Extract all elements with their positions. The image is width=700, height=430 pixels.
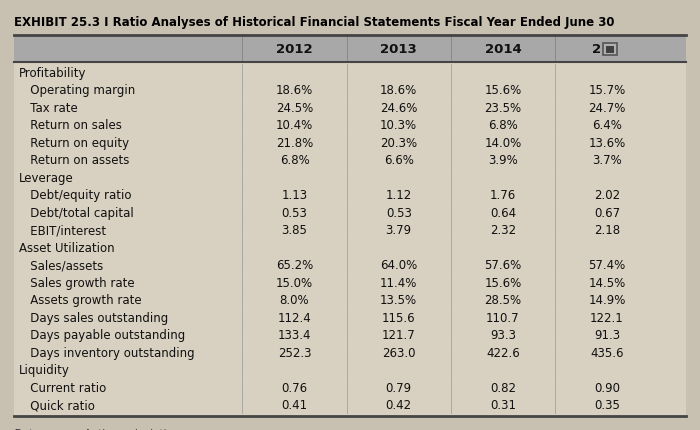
Text: Days sales outstanding: Days sales outstanding [19, 311, 168, 324]
Text: 0.64: 0.64 [490, 206, 516, 219]
Bar [14, 63, 686, 416]
Text: 18.6%: 18.6% [380, 84, 417, 97]
Text: 422.6: 422.6 [486, 346, 520, 359]
Text: 24.7%: 24.7% [589, 101, 626, 114]
Text: 0.35: 0.35 [594, 398, 620, 411]
Text: 10.3%: 10.3% [380, 119, 417, 132]
Text: 110.7: 110.7 [486, 311, 519, 324]
Text: Asset Utilization: Asset Utilization [19, 241, 115, 254]
Text: 15.6%: 15.6% [484, 276, 522, 289]
Text: 1.76: 1.76 [490, 189, 516, 202]
Text: 133.4: 133.4 [278, 329, 312, 341]
Text: 6.4%: 6.4% [592, 119, 622, 132]
Text: 122.1: 122.1 [590, 311, 624, 324]
Bar [14, 36, 686, 63]
Text: 0.42: 0.42 [386, 398, 412, 411]
Text: Operating margin: Operating margin [19, 84, 135, 97]
Text: Quick ratio: Quick ratio [19, 398, 95, 411]
Bar [603, 43, 617, 55]
Text: 0.82: 0.82 [490, 381, 516, 394]
Text: 435.6: 435.6 [590, 346, 624, 359]
Text: 57.6%: 57.6% [484, 258, 522, 271]
Text: Liquidity: Liquidity [19, 363, 70, 376]
Text: 13.5%: 13.5% [380, 293, 417, 307]
Text: Days inventory outstanding: Days inventory outstanding [19, 346, 195, 359]
Text: 24.6%: 24.6% [380, 101, 417, 114]
Text: 0.67: 0.67 [594, 206, 620, 219]
Text: 6.8%: 6.8% [488, 119, 518, 132]
Text: Return on assets: Return on assets [19, 154, 130, 167]
Text: 2012: 2012 [276, 43, 313, 56]
Text: 2: 2 [592, 43, 601, 56]
Text: EBIT/interest: EBIT/interest [19, 224, 106, 236]
Text: 263.0: 263.0 [382, 346, 416, 359]
Text: 0.31: 0.31 [490, 398, 516, 411]
Text: 20.3%: 20.3% [380, 136, 417, 149]
Text: 3.85: 3.85 [281, 224, 307, 236]
Text: 8.0%: 8.0% [280, 293, 309, 307]
Text: 0.53: 0.53 [281, 206, 307, 219]
Text: Days payable outstanding: Days payable outstanding [19, 329, 186, 341]
Text: 2013: 2013 [380, 43, 417, 56]
Text: 15.0%: 15.0% [276, 276, 313, 289]
Text: 2.32: 2.32 [490, 224, 516, 236]
Text: 65.2%: 65.2% [276, 258, 313, 271]
Text: 24.5%: 24.5% [276, 101, 313, 114]
Text: 3.79: 3.79 [386, 224, 412, 236]
Text: 2.18: 2.18 [594, 224, 620, 236]
Text: Return on sales: Return on sales [19, 119, 122, 132]
Text: Profitability: Profitability [19, 67, 87, 80]
Text: 3.9%: 3.9% [488, 154, 518, 167]
Text: 0.90: 0.90 [594, 381, 620, 394]
Text: Data source: Author calculations.: Data source: Author calculations. [14, 428, 188, 430]
Bar [606, 46, 614, 53]
Text: 11.4%: 11.4% [380, 276, 417, 289]
Text: 14.9%: 14.9% [589, 293, 626, 307]
Text: 121.7: 121.7 [382, 329, 416, 341]
Text: Sales growth rate: Sales growth rate [19, 276, 134, 289]
Text: 57.4%: 57.4% [589, 258, 626, 271]
Text: 3.7%: 3.7% [592, 154, 622, 167]
Text: 252.3: 252.3 [278, 346, 312, 359]
Text: Return on equity: Return on equity [19, 136, 129, 149]
Text: 2014: 2014 [484, 43, 522, 56]
Text: 0.41: 0.41 [281, 398, 307, 411]
Text: 10.4%: 10.4% [276, 119, 313, 132]
Text: Debt/total capital: Debt/total capital [19, 206, 134, 219]
Text: 2.02: 2.02 [594, 189, 620, 202]
Text: 21.8%: 21.8% [276, 136, 313, 149]
Text: Assets growth rate: Assets growth rate [19, 293, 141, 307]
Text: Sales/assets: Sales/assets [19, 258, 104, 271]
Text: 115.6: 115.6 [382, 311, 416, 324]
Text: Leverage: Leverage [19, 171, 74, 184]
Text: 64.0%: 64.0% [380, 258, 417, 271]
Text: 14.5%: 14.5% [589, 276, 626, 289]
Text: 14.0%: 14.0% [484, 136, 522, 149]
Text: 1.12: 1.12 [386, 189, 412, 202]
Text: 15.6%: 15.6% [484, 84, 522, 97]
Text: 0.76: 0.76 [281, 381, 307, 394]
Text: 6.8%: 6.8% [280, 154, 309, 167]
Text: EXHIBIT 25.3 I Ratio Analyses of Historical Financial Statements Fiscal Year End: EXHIBIT 25.3 I Ratio Analyses of Histori… [14, 16, 615, 29]
Text: 112.4: 112.4 [278, 311, 312, 324]
Text: 15.7%: 15.7% [589, 84, 626, 97]
Text: 18.6%: 18.6% [276, 84, 313, 97]
Text: 6.6%: 6.6% [384, 154, 414, 167]
Text: Tax rate: Tax rate [19, 101, 78, 114]
Text: 23.5%: 23.5% [484, 101, 522, 114]
Text: 0.79: 0.79 [386, 381, 412, 394]
Text: 93.3: 93.3 [490, 329, 516, 341]
Text: 1.13: 1.13 [281, 189, 307, 202]
Text: Current ratio: Current ratio [19, 381, 106, 394]
Text: 13.6%: 13.6% [589, 136, 626, 149]
Text: Debt/equity ratio: Debt/equity ratio [19, 189, 132, 202]
Text: 91.3: 91.3 [594, 329, 620, 341]
Text: 0.53: 0.53 [386, 206, 412, 219]
Text: 28.5%: 28.5% [484, 293, 522, 307]
